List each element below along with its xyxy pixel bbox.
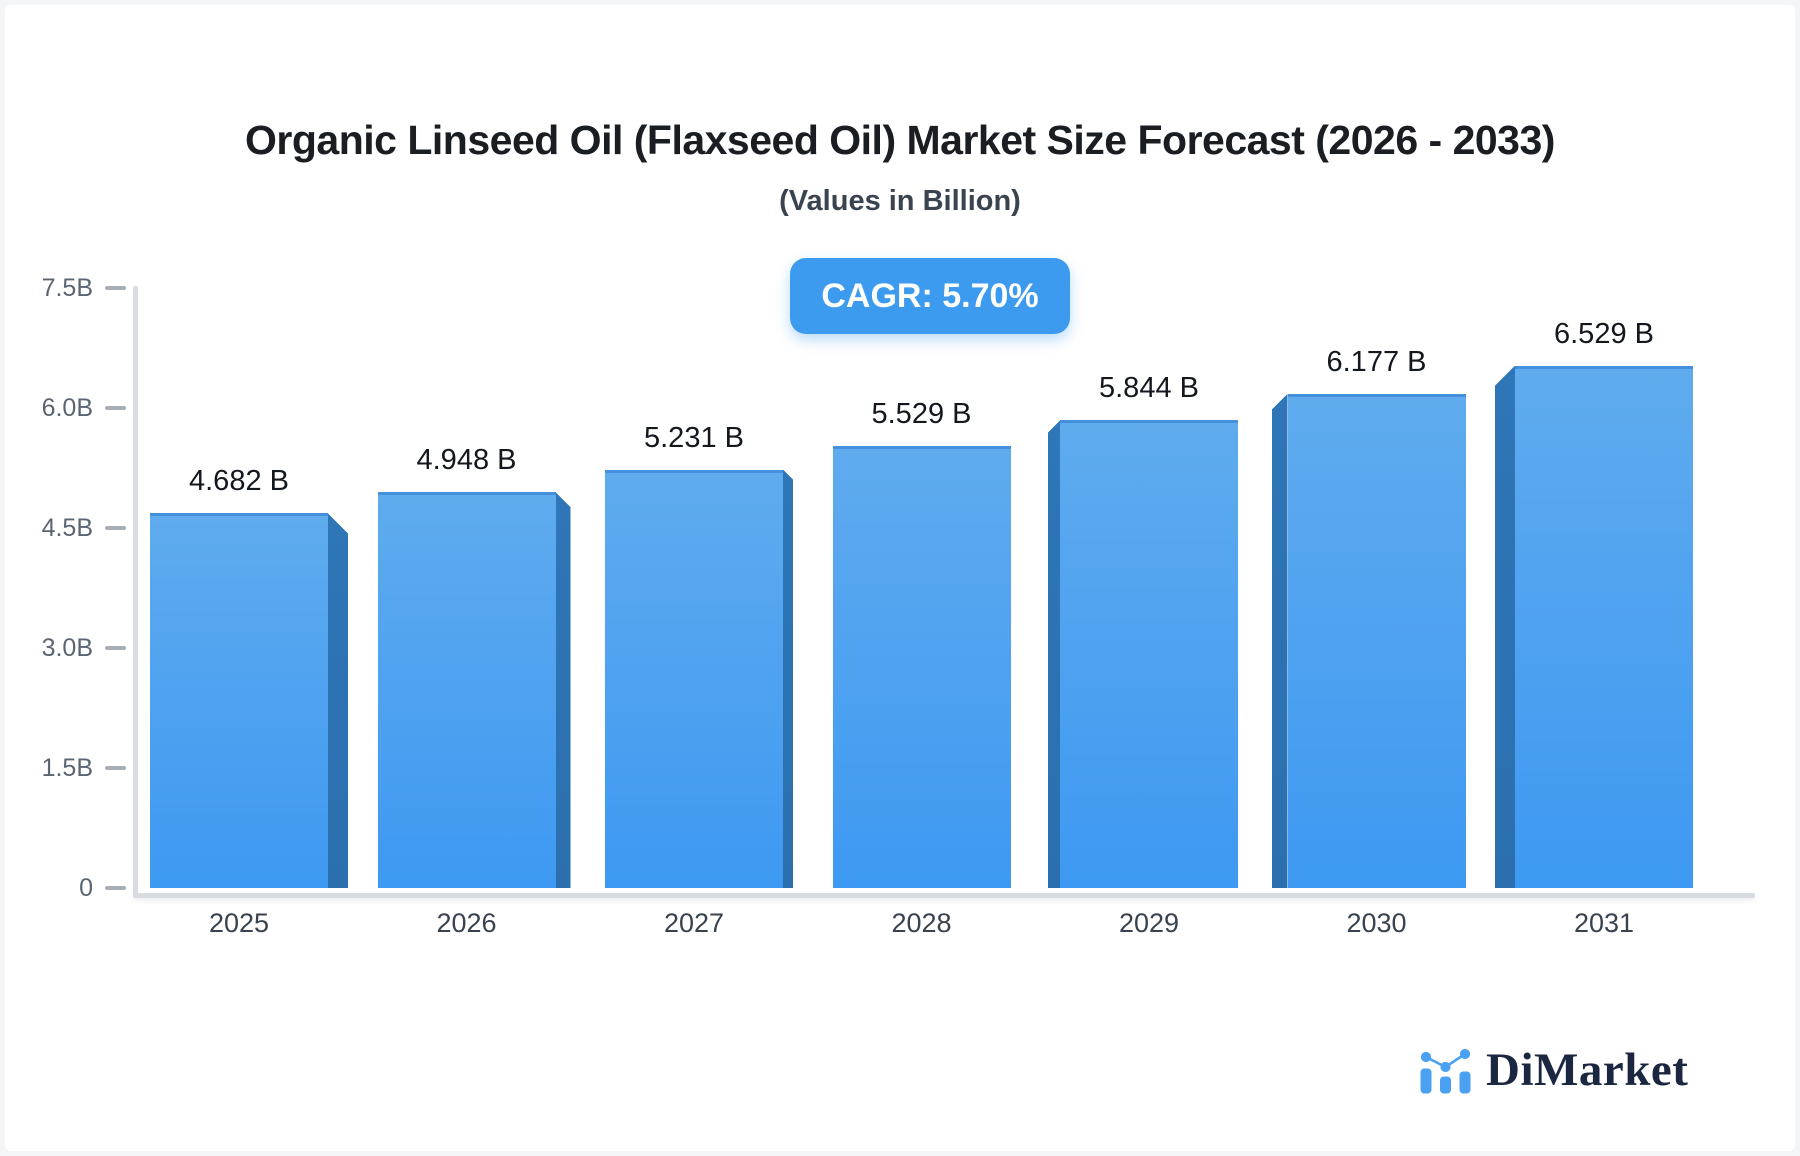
- y-tick-mark: [105, 526, 126, 530]
- y-tick-label: 4.5B: [41, 514, 93, 542]
- bar-2029[interactable]: [1060, 420, 1238, 888]
- dimarket-logo-icon: [1419, 1045, 1473, 1095]
- bar-2026[interactable]: [377, 492, 556, 888]
- chart-title: Organic Linseed Oil (Flaxseed Oil) Marke…: [245, 117, 1555, 163]
- cagr-badge: CAGR: 5.70%: [790, 258, 1070, 334]
- x-tick-label: 2027: [663, 908, 725, 938]
- y-tick-label: 1.5B: [41, 754, 93, 782]
- bar-value-label: 6.529 B: [1554, 317, 1654, 350]
- y-tick-label: 6.0B: [41, 394, 93, 422]
- x-tick-label: 2029: [1118, 908, 1180, 938]
- bar-side-panel: [1271, 393, 1288, 888]
- y-tick-mark: [105, 406, 126, 410]
- x-tick-label: 2031: [1573, 908, 1635, 938]
- bar-2025[interactable]: [150, 513, 328, 888]
- bar-2030[interactable]: [1287, 393, 1466, 888]
- bar-side-panel: [1495, 365, 1515, 888]
- chart-subtitle: (Values in Billion): [779, 185, 1021, 217]
- x-axis-baseline: [133, 893, 1755, 898]
- bar-side-panel: [328, 513, 348, 888]
- bar-value-label: 5.231 B: [644, 421, 744, 454]
- bar-value-label: 6.177 B: [1326, 345, 1427, 378]
- bar-side-panel: [555, 492, 571, 888]
- brand-logo: DiMarket: [1419, 1043, 1688, 1097]
- bar-2031[interactable]: [1515, 365, 1693, 888]
- bar-value-label: 4.948 B: [416, 444, 517, 477]
- bar-value-label: 5.844 B: [1099, 372, 1199, 405]
- bar-2027[interactable]: [605, 469, 783, 888]
- x-tick-label: 2028: [891, 908, 952, 938]
- bar-value-label: 4.682 B: [189, 465, 289, 498]
- bar-value-label: 5.529 B: [871, 397, 972, 430]
- y-tick-mark: [105, 286, 126, 290]
- x-tick-label: 2026: [436, 908, 497, 938]
- x-tick-label: 2030: [1346, 908, 1407, 938]
- x-tick-label: 2025: [208, 908, 270, 938]
- bar-side-panel: [1048, 420, 1060, 888]
- y-tick-mark: [105, 886, 126, 890]
- bar-2028[interactable]: [832, 445, 1011, 888]
- y-tick-label: 3.0B: [41, 634, 93, 662]
- dimarket-logo-text: DiMarket: [1486, 1044, 1689, 1096]
- y-axis-line: [133, 286, 138, 898]
- y-tick-label: 0: [79, 874, 93, 902]
- y-tick-label: 7.5B: [41, 274, 93, 302]
- chart-card: Organic Linseed Oil (Flaxseed Oil) Marke…: [5, 5, 1795, 1151]
- y-tick-mark: [105, 646, 126, 650]
- bar-side-panel: [783, 469, 793, 888]
- y-tick-mark: [105, 766, 126, 770]
